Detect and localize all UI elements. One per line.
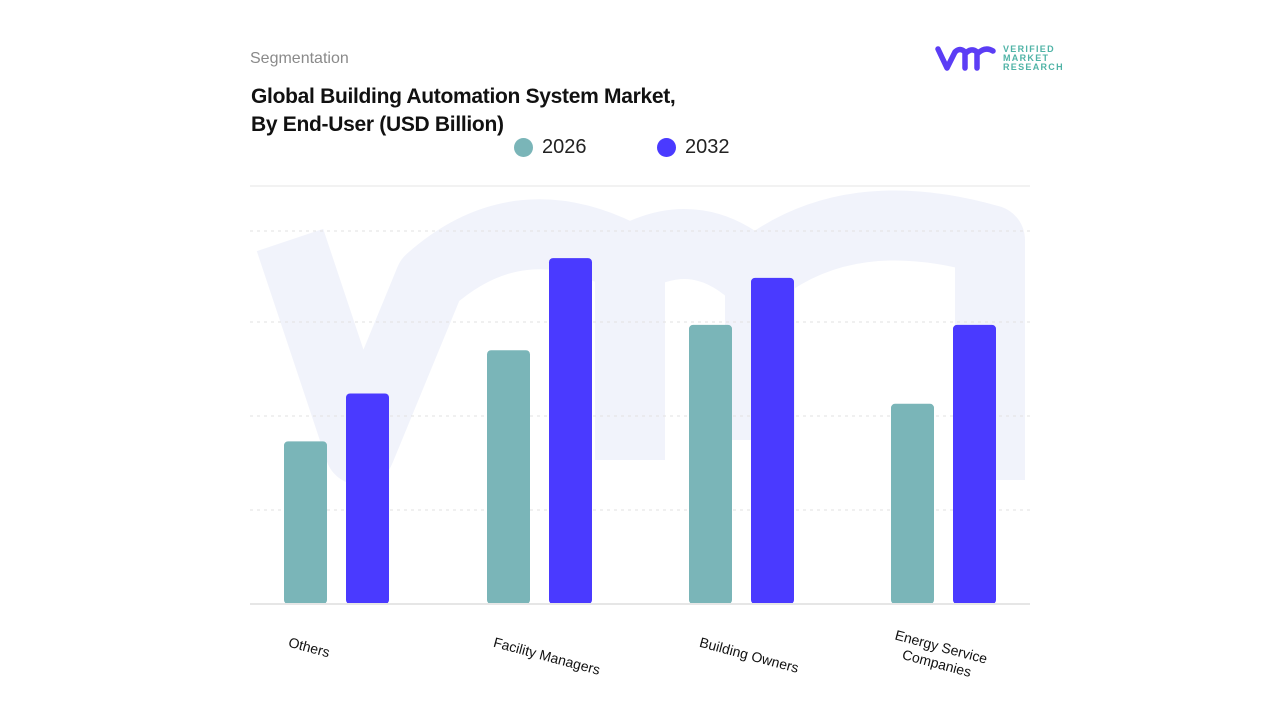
title-line-1: Global Building Automation System Market… bbox=[251, 85, 676, 108]
bar-2032-facility-managers bbox=[549, 258, 592, 604]
legend: 2026 2032 bbox=[514, 136, 800, 159]
legend-label: 2026 bbox=[542, 136, 587, 158]
bar-2026-others bbox=[284, 441, 327, 604]
bar-2032-others bbox=[346, 393, 389, 604]
logo-line: RESEARCH bbox=[1003, 61, 1064, 72]
logo-text: VERIFIED MARKET RESEARCH bbox=[1003, 43, 1064, 72]
bar-2032-building-owners bbox=[751, 277, 794, 604]
title-line-2: By End-User (USD Billion) bbox=[251, 113, 504, 136]
logo-line: VERIFIED bbox=[1003, 43, 1055, 54]
chart-title: Global Building Automation System Market… bbox=[251, 83, 676, 139]
legend-swatch-2026 bbox=[514, 138, 533, 157]
legend-swatch-2032 bbox=[657, 138, 676, 157]
vmr-logo-icon bbox=[935, 46, 996, 71]
legend-label: 2032 bbox=[685, 136, 730, 158]
section-label: Segmentation bbox=[250, 50, 349, 67]
logo-line: MARKET bbox=[1003, 52, 1050, 63]
legend-item-2032: 2032 bbox=[657, 136, 800, 159]
bar-2032-energy-service-companies bbox=[953, 324, 996, 604]
bar-2026-energy-service-companies bbox=[891, 403, 934, 604]
bar-2026-building-owners bbox=[689, 324, 732, 604]
vmr-logo: VERIFIED MARKET RESEARCH bbox=[935, 44, 1064, 72]
legend-item-2026: 2026 bbox=[514, 136, 657, 159]
bar-2026-facility-managers bbox=[487, 350, 530, 604]
watermark bbox=[256, 190, 1025, 485]
